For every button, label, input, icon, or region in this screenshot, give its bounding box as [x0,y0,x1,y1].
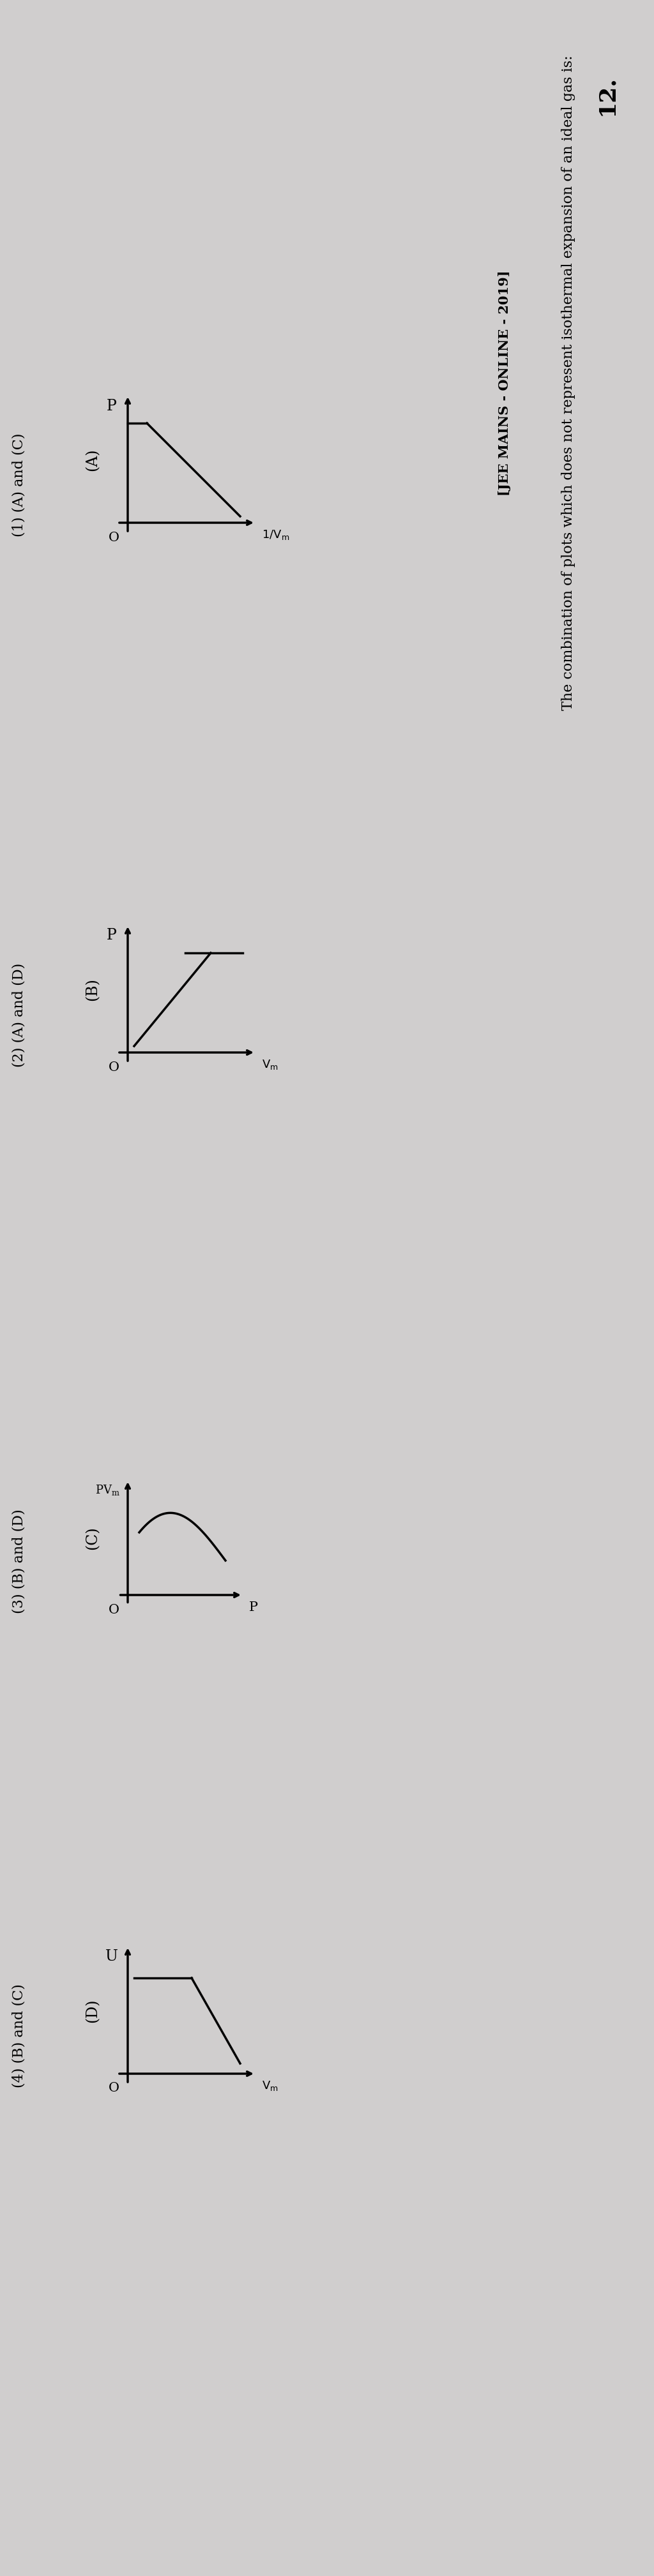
Text: O: O [109,531,119,544]
Text: $\mathregular{1/V_m}$: $\mathregular{1/V_m}$ [262,528,290,541]
Text: The combination of plots which does not represent isothermal expansion of an ide: The combination of plots which does not … [561,54,576,711]
Text: (2) (A) and (D): (2) (A) and (D) [12,963,26,1066]
Text: (B): (B) [85,979,100,999]
Text: P: P [107,927,117,943]
Text: [JEE MAINS - ONLINE - 2019]: [JEE MAINS - ONLINE - 2019] [498,270,511,495]
Text: (4) (B) and (C): (4) (B) and (C) [12,1984,26,2087]
Text: (C): (C) [85,1525,100,1551]
Text: $\mathregular{V_m}$: $\mathregular{V_m}$ [262,1059,278,1072]
Text: 12.: 12. [596,75,617,116]
Text: $\mathregular{V_m}$: $\mathregular{V_m}$ [262,2079,278,2092]
Text: O: O [109,2081,119,2094]
Text: (D): (D) [85,1999,100,2022]
Text: O: O [109,1061,119,1074]
Text: $\mathregular{PV_m}$: $\mathregular{PV_m}$ [95,1484,120,1497]
Text: P: P [107,399,117,412]
Text: O: O [109,1602,119,1615]
Text: (A): (A) [85,448,100,471]
Text: P: P [249,1600,258,1613]
Text: (3) (B) and (D): (3) (B) and (D) [12,1510,26,1613]
Text: (1) (A) and (C): (1) (A) and (C) [12,433,26,536]
Text: U: U [105,1950,118,1963]
